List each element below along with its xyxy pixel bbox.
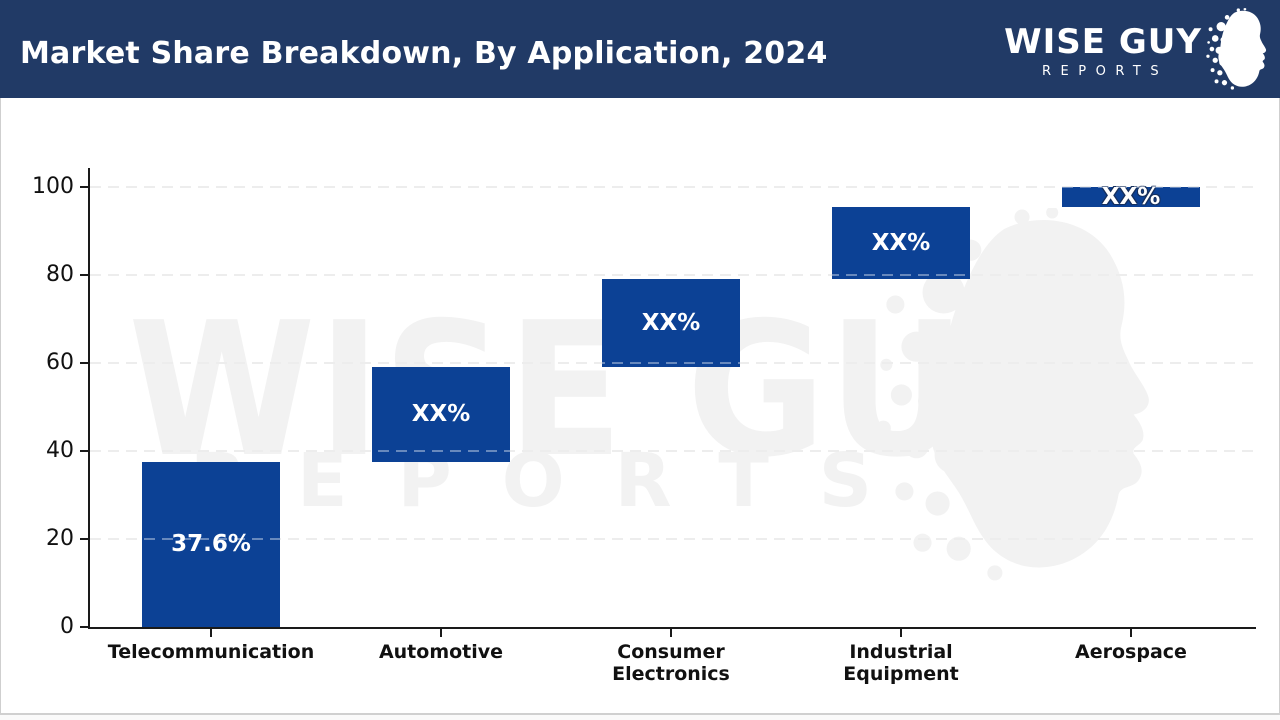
y-tick-mark [80, 450, 88, 452]
watermark-subtitle: REPORTS [190, 438, 923, 524]
x-axis-line [88, 627, 1256, 629]
left-border [0, 98, 1, 720]
gridline [90, 538, 1256, 540]
category-label: Automotive [321, 641, 561, 663]
x-tick-mark [440, 629, 442, 637]
header: Market Share Breakdown, By Application, … [0, 0, 1280, 98]
y-tick-mark [80, 538, 88, 540]
page-title: Market Share Breakdown, By Application, … [20, 36, 828, 71]
y-tick-label: 40 [46, 438, 74, 463]
y-tick-label: 20 [46, 526, 74, 551]
y-tick-mark [80, 626, 88, 628]
x-tick-mark [900, 629, 902, 637]
category-label-line: Consumer [617, 641, 725, 663]
waterfall-bar: XX% [1062, 183, 1200, 210]
y-tick-label: 100 [32, 174, 74, 199]
y-tick-mark [80, 274, 88, 276]
bottom-border [0, 713, 1280, 715]
y-axis-line [88, 168, 90, 628]
category-label-line: Equipment [843, 663, 959, 685]
x-tick-mark [670, 629, 672, 637]
bar-value-label: XX% [411, 401, 471, 428]
waterfall-bar: XX% [832, 206, 970, 280]
gridline [90, 186, 1256, 188]
bar-value-label: XX% [1101, 183, 1161, 210]
waterfall-bar: XX% [372, 367, 510, 462]
gridline [90, 274, 1256, 276]
y-tick-label: 60 [46, 350, 74, 375]
bar-value-label: XX% [641, 310, 701, 337]
y-tick-mark [80, 186, 88, 188]
category-label-line: Industrial [849, 641, 953, 663]
category-label: Telecommunication [91, 641, 331, 663]
category-label: Aerospace [1011, 641, 1251, 663]
bar-value-label: XX% [871, 230, 931, 257]
x-tick-mark [210, 629, 212, 637]
y-tick-mark [80, 362, 88, 364]
waterfall-bar: XX% [602, 279, 740, 368]
brand-subtitle: REPORTS [1042, 64, 1169, 79]
bottom-margin [0, 715, 1280, 720]
gridline [90, 450, 1256, 452]
brand-logo: WISE GUY REPORTS [1004, 4, 1270, 96]
category-label-line: Aerospace [1075, 641, 1187, 663]
y-tick-label: 80 [46, 262, 74, 287]
category-label-line: Electronics [612, 663, 730, 685]
category-label: Industrial Equipment [781, 641, 1021, 685]
brand-name: WISE GUY [1004, 22, 1202, 62]
category-label-line: Automotive [378, 641, 504, 663]
x-tick-mark [1130, 629, 1132, 637]
bar-value-label: 37.6% [171, 531, 251, 558]
y-tick-label: 0 [60, 614, 74, 639]
category-label-line: Telecommunication [107, 641, 315, 663]
waterfall-bar: 37.6% [142, 461, 280, 627]
brand-text: WISE GUY REPORTS [1004, 22, 1202, 79]
category-label: Consumer Electronics [551, 641, 791, 685]
